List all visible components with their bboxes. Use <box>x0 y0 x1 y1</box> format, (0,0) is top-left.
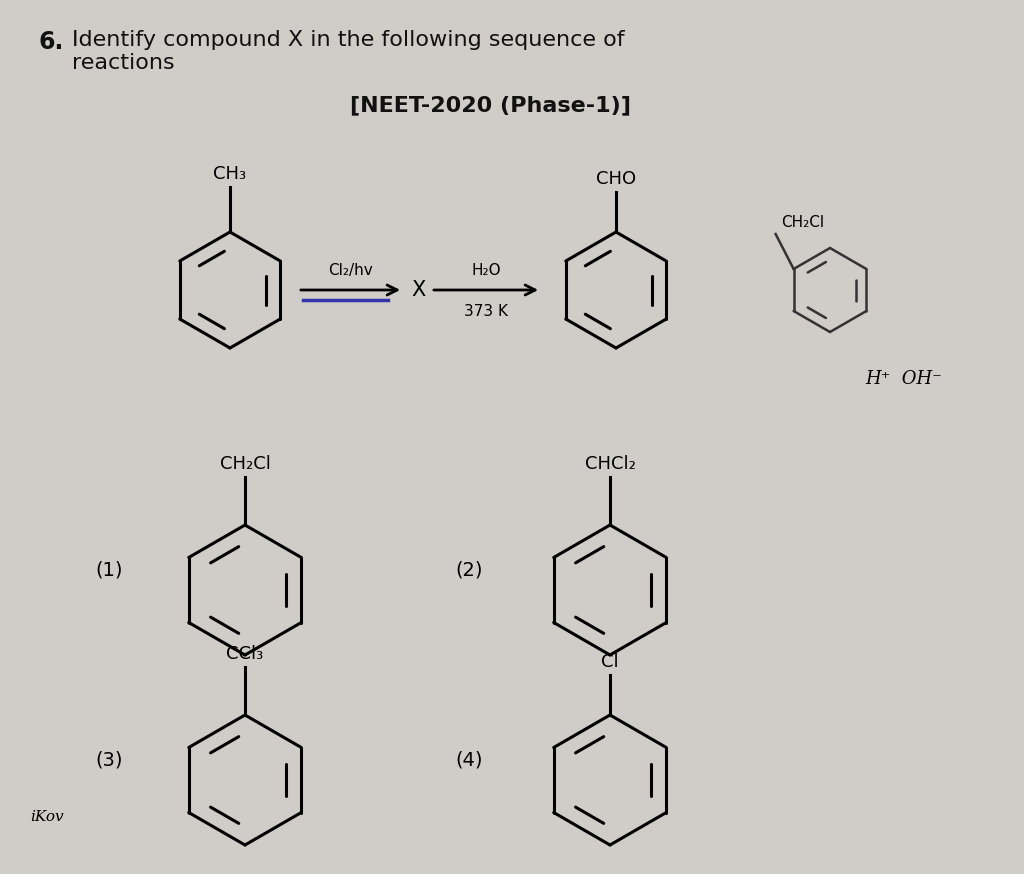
Text: X: X <box>411 280 425 300</box>
Text: H⁺  OH⁻: H⁺ OH⁻ <box>865 370 942 388</box>
Text: Identify compound X in the following sequence of
reactions: Identify compound X in the following seq… <box>72 30 625 73</box>
Text: CHCl₂: CHCl₂ <box>585 455 636 473</box>
Text: CH₃: CH₃ <box>213 165 247 183</box>
Text: (2): (2) <box>455 560 482 579</box>
Text: iKov: iKov <box>30 810 63 824</box>
Text: CHO: CHO <box>596 170 636 188</box>
Text: [NEET-2020 (Phase-1)]: [NEET-2020 (Phase-1)] <box>349 95 631 115</box>
Text: Cl₂/hv: Cl₂/hv <box>328 263 373 278</box>
Text: (4): (4) <box>455 751 482 769</box>
Text: 373 K: 373 K <box>464 304 508 319</box>
Text: (3): (3) <box>95 751 123 769</box>
Text: CCl₃: CCl₃ <box>226 645 263 663</box>
Text: CH₂Cl: CH₂Cl <box>219 455 270 473</box>
Text: (1): (1) <box>95 560 123 579</box>
Text: H₂O: H₂O <box>471 263 501 278</box>
Text: CH₂Cl: CH₂Cl <box>780 215 823 230</box>
Text: 6.: 6. <box>38 30 63 54</box>
Text: Cl: Cl <box>601 653 618 671</box>
